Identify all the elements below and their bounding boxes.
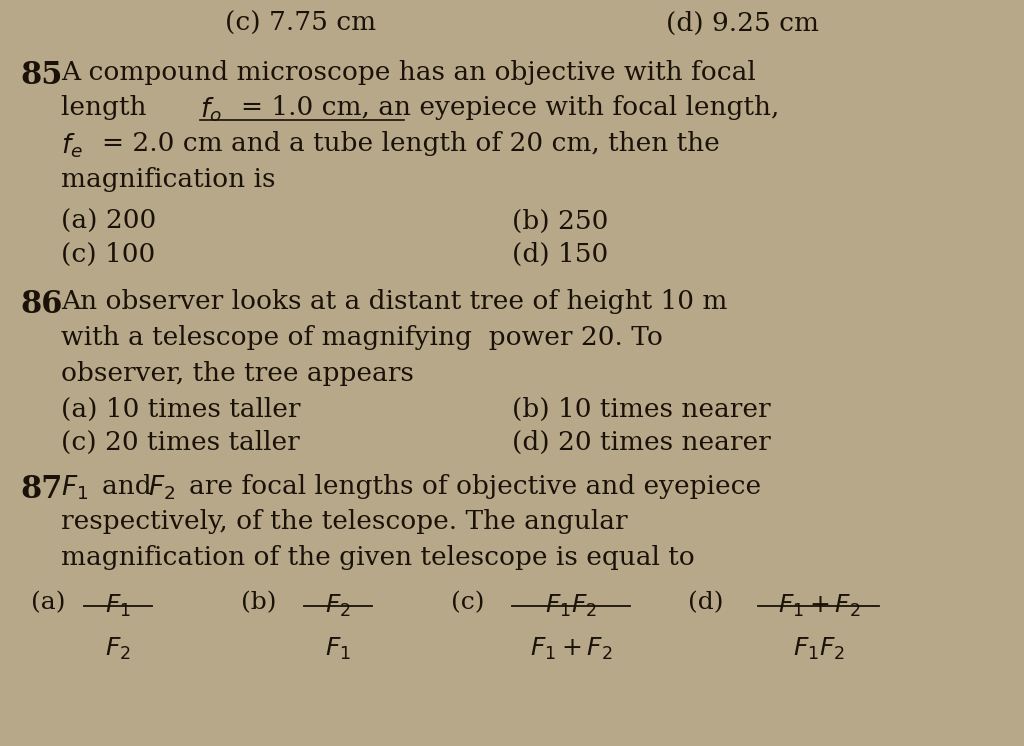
- Text: (c) 7.75 cm: (c) 7.75 cm: [225, 11, 377, 37]
- Text: (a) 200: (a) 200: [61, 209, 157, 234]
- Text: A compound microscope has an objective with focal: A compound microscope has an objective w…: [61, 60, 756, 85]
- Text: (d): (d): [688, 591, 724, 614]
- Text: observer, the tree appears: observer, the tree appears: [61, 361, 415, 386]
- Text: $F_2$: $F_2$: [325, 593, 351, 619]
- Text: 87: 87: [20, 474, 62, 505]
- Text: (b) 10 times nearer: (b) 10 times nearer: [512, 397, 771, 422]
- Text: (c) 20 times taller: (c) 20 times taller: [61, 430, 300, 455]
- Text: (a): (a): [31, 591, 66, 614]
- Text: = 1.0 cm, an eyepiece with focal length,: = 1.0 cm, an eyepiece with focal length,: [241, 95, 779, 121]
- Text: $f_o$: $f_o$: [200, 95, 221, 124]
- Text: (d) 150: (d) 150: [512, 242, 608, 267]
- Text: (c): (c): [451, 591, 484, 614]
- Text: $F_1$: $F_1$: [61, 474, 89, 502]
- Text: with a telescope of magnifying  power 20. To: with a telescope of magnifying power 20.…: [61, 325, 664, 351]
- Text: (d) 20 times nearer: (d) 20 times nearer: [512, 430, 771, 455]
- Text: (c) 100: (c) 100: [61, 242, 156, 267]
- Text: (b) 250: (b) 250: [512, 209, 608, 234]
- Text: An observer looks at a distant tree of height 10 m: An observer looks at a distant tree of h…: [61, 289, 728, 315]
- Text: $F_2$: $F_2$: [148, 474, 176, 502]
- Text: are focal lengths of objective and eyepiece: are focal lengths of objective and eyepi…: [189, 474, 762, 499]
- Text: respectively, of the telescope. The angular: respectively, of the telescope. The angu…: [61, 509, 628, 534]
- Text: $F_1+F_2$: $F_1+F_2$: [530, 636, 612, 662]
- Text: (d) 9.25 cm: (d) 9.25 cm: [666, 11, 818, 37]
- Text: magnification is: magnification is: [61, 167, 275, 192]
- Text: length: length: [61, 95, 156, 121]
- Text: $F_1+F_2$: $F_1+F_2$: [778, 593, 860, 619]
- Text: $F_1F_2$: $F_1F_2$: [546, 593, 597, 619]
- Text: 85: 85: [20, 60, 62, 91]
- Text: $F_1$: $F_1$: [104, 593, 131, 619]
- Text: (a) 10 times taller: (a) 10 times taller: [61, 397, 301, 422]
- Text: magnification of the given telescope is equal to: magnification of the given telescope is …: [61, 545, 695, 570]
- Text: $F_2$: $F_2$: [104, 636, 131, 662]
- Text: $f_e$: $f_e$: [61, 131, 83, 160]
- Text: and: and: [102, 474, 161, 499]
- Text: (b): (b): [241, 591, 276, 614]
- Text: = 2.0 cm and a tube length of 20 cm, then the: = 2.0 cm and a tube length of 20 cm, the…: [102, 131, 720, 157]
- Text: $F_1$: $F_1$: [325, 636, 351, 662]
- Text: $F_1F_2$: $F_1F_2$: [794, 636, 845, 662]
- Text: 86: 86: [20, 289, 62, 321]
